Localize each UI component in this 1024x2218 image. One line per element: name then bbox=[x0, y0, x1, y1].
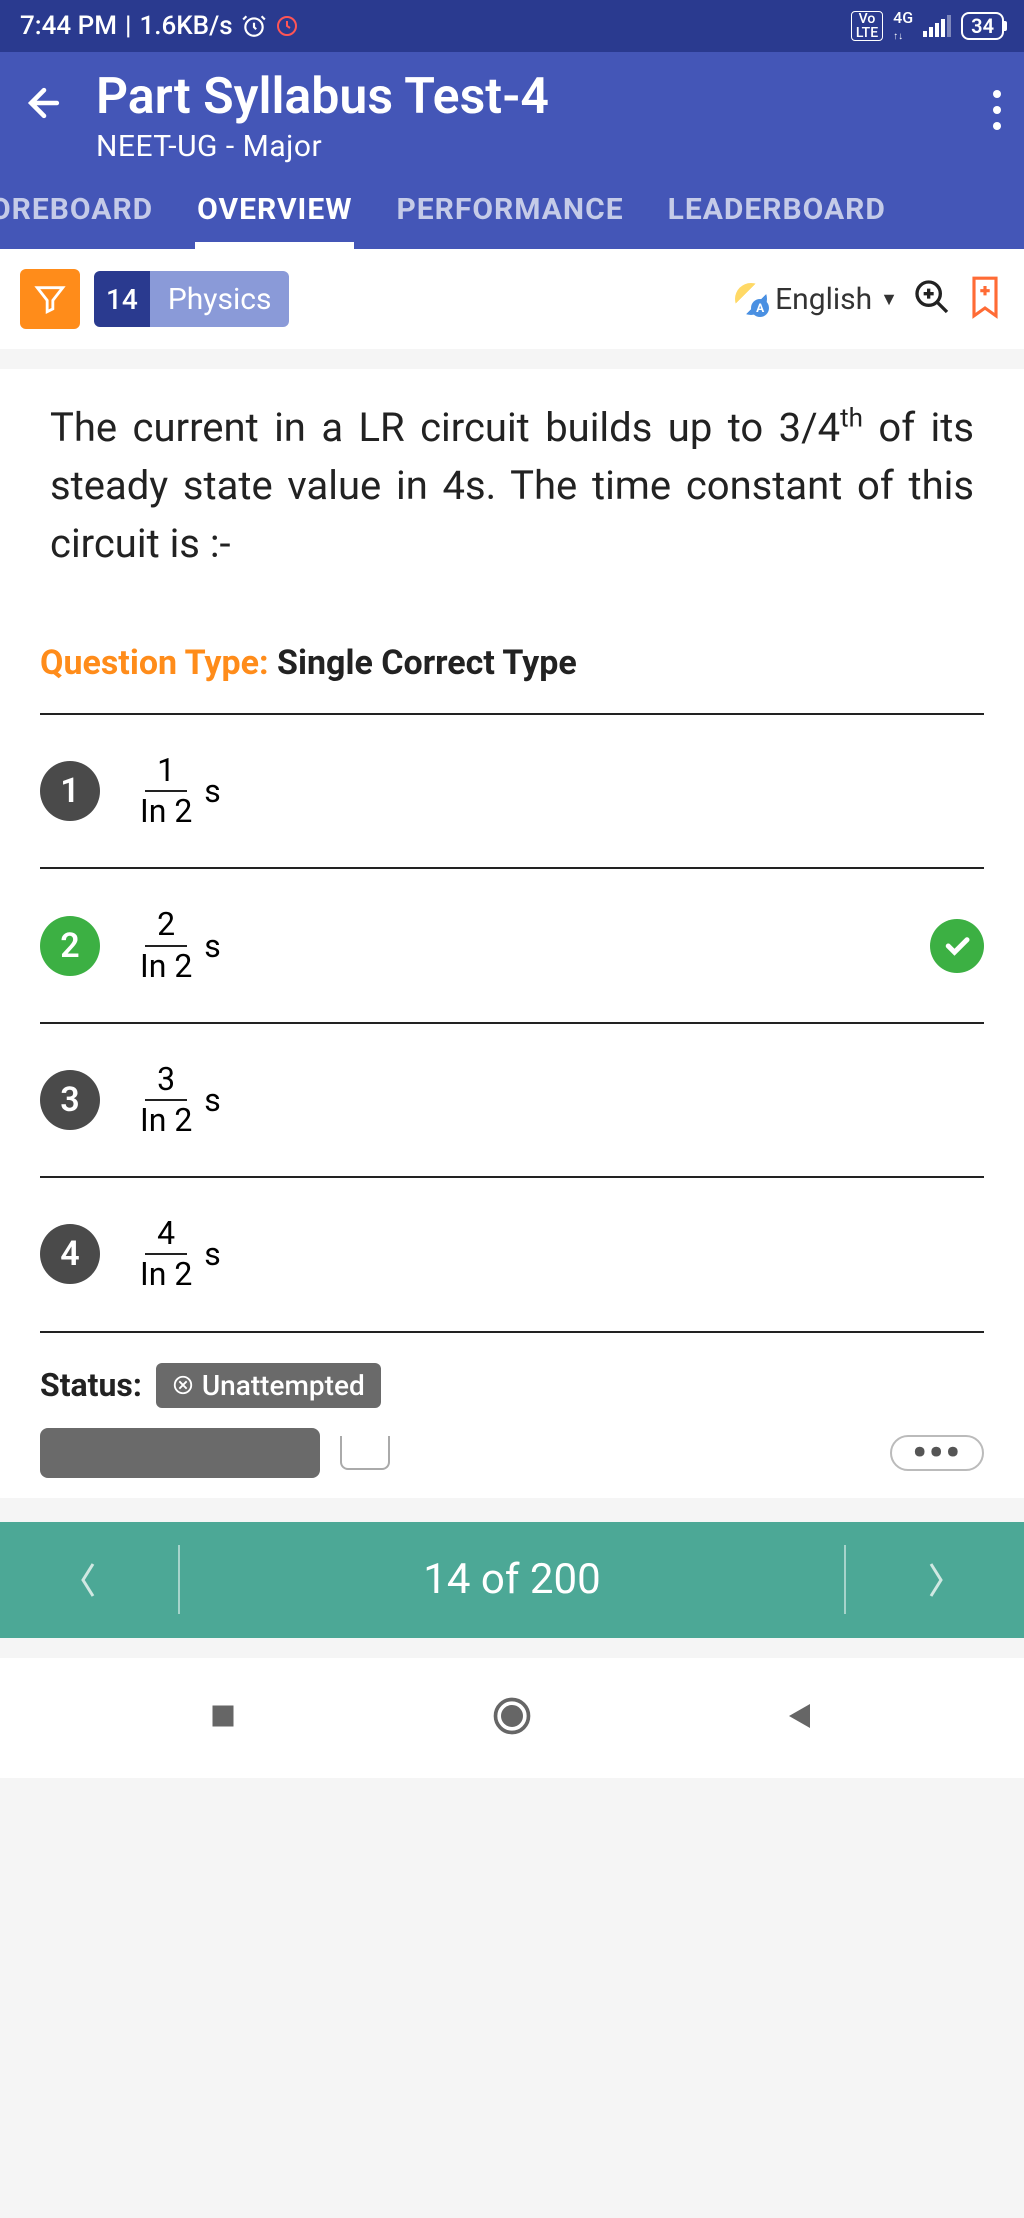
question-type-label: Question Type: bbox=[40, 643, 269, 683]
android-status-bar: 7:44 PM | 1.6KB/s Vo LTE 4G↑↓ 34 bbox=[0, 0, 1024, 52]
signal-icon bbox=[923, 15, 951, 37]
subject-label: Physics bbox=[150, 271, 290, 327]
option-badge: 3 bbox=[40, 1070, 100, 1130]
option-row-4[interactable]: 4 4 In 2 s bbox=[40, 1176, 984, 1332]
option-content: 1 In 2 s bbox=[134, 753, 984, 829]
language-icon: अ bbox=[735, 283, 767, 315]
options-list: 1 1 In 2 s 2 2 In 2 s 3 3 In 2 s bbox=[0, 713, 1024, 1333]
app-bar: Part Syllabus Test-4 NEET-UG - Major bbox=[0, 52, 1024, 174]
nav-back-button[interactable] bbox=[783, 1698, 819, 1738]
content-area: The current in a LR circuit builds up to… bbox=[0, 369, 1024, 1498]
back-button[interactable] bbox=[22, 80, 66, 137]
partial-buttons-row: ••• bbox=[0, 1428, 1024, 1478]
option-unit: s bbox=[204, 772, 221, 810]
next-question-button[interactable] bbox=[844, 1545, 1024, 1615]
tab-scoreboard[interactable]: OREBOARD bbox=[0, 174, 175, 249]
option-row-3[interactable]: 3 3 In 2 s bbox=[40, 1022, 984, 1176]
option-fraction: 4 In 2 bbox=[134, 1216, 198, 1292]
chevron-down-icon: ▼ bbox=[880, 289, 898, 310]
battery-indicator: 34 bbox=[961, 12, 1004, 40]
prev-question-button[interactable] bbox=[0, 1545, 180, 1615]
status-label: Status: bbox=[40, 1366, 142, 1404]
question-toolbar: 14 Physics अ English ▼ bbox=[0, 249, 1024, 349]
option-content: 2 In 2 s bbox=[134, 907, 930, 983]
question-pager: 14 of 200 bbox=[0, 1522, 1024, 1638]
dnd-icon bbox=[275, 14, 299, 38]
nav-home-button[interactable] bbox=[490, 1694, 534, 1742]
page-subtitle: NEET-UG - Major bbox=[96, 129, 992, 164]
volte-icon: Vo LTE bbox=[851, 11, 883, 41]
nav-recent-button[interactable] bbox=[205, 1698, 241, 1738]
pager-position: 14 of 200 bbox=[180, 1555, 844, 1604]
option-unit: s bbox=[204, 1081, 221, 1119]
partial-box-icon[interactable] bbox=[340, 1436, 390, 1470]
option-row-1[interactable]: 1 1 In 2 s bbox=[40, 713, 984, 867]
network-type: 4G↑↓ bbox=[893, 10, 913, 42]
network-speed: 1.6KB/s bbox=[139, 11, 232, 41]
option-fraction: 1 In 2 bbox=[134, 753, 198, 829]
status-right: Vo LTE 4G↑↓ 34 bbox=[851, 10, 1004, 42]
question-number: 14 bbox=[94, 271, 150, 327]
title-block: Part Syllabus Test-4 NEET-UG - Major bbox=[96, 70, 992, 164]
bookmark-button[interactable] bbox=[966, 275, 1004, 323]
tab-leaderboard[interactable]: LEADERBOARD bbox=[646, 174, 908, 249]
tab-overview[interactable]: OVERVIEW bbox=[175, 174, 374, 249]
question-card: The current in a LR circuit builds up to… bbox=[30, 369, 994, 603]
page-title: Part Syllabus Test-4 bbox=[96, 70, 992, 125]
status-separator: | bbox=[125, 11, 131, 41]
option-content: 4 In 2 s bbox=[134, 1216, 984, 1292]
option-fraction: 2 In 2 bbox=[134, 907, 198, 983]
option-badge: 4 bbox=[40, 1224, 100, 1284]
correct-check-icon bbox=[930, 919, 984, 973]
more-options-button[interactable]: ••• bbox=[890, 1435, 984, 1471]
zoom-in-button[interactable] bbox=[912, 277, 952, 321]
clock-text: 7:44 PM bbox=[20, 11, 117, 41]
tab-performance[interactable]: PERFORMANCE bbox=[374, 174, 645, 249]
view-solution-button[interactable] bbox=[40, 1428, 320, 1478]
android-nav-bar bbox=[0, 1658, 1024, 1778]
filter-button[interactable] bbox=[20, 269, 80, 329]
language-selector[interactable]: अ English ▼ bbox=[735, 282, 898, 317]
question-type-row: Question Type: Single Correct Type bbox=[0, 643, 1024, 713]
status-badge: Unattempted bbox=[156, 1363, 381, 1408]
status-value: Unattempted bbox=[202, 1369, 365, 1402]
option-fraction: 3 In 2 bbox=[134, 1062, 198, 1138]
option-badge: 2 bbox=[40, 916, 100, 976]
option-unit: s bbox=[204, 1235, 221, 1273]
option-row-2[interactable]: 2 2 In 2 s bbox=[40, 867, 984, 1021]
question-text: The current in a LR circuit builds up to… bbox=[50, 399, 974, 573]
language-label: English bbox=[775, 282, 872, 317]
option-badge: 1 bbox=[40, 761, 100, 821]
option-content: 3 In 2 s bbox=[134, 1062, 984, 1138]
alarm-icon bbox=[241, 13, 267, 39]
more-menu-button[interactable] bbox=[992, 88, 1002, 141]
status-row: Status: Unattempted bbox=[0, 1333, 1024, 1428]
subject-badge[interactable]: 14 Physics bbox=[94, 271, 289, 327]
tab-bar: OREBOARD OVERVIEW PERFORMANCE LEADERBOAR… bbox=[0, 174, 1024, 249]
option-unit: s bbox=[204, 927, 221, 965]
status-left: 7:44 PM | 1.6KB/s bbox=[20, 11, 299, 41]
